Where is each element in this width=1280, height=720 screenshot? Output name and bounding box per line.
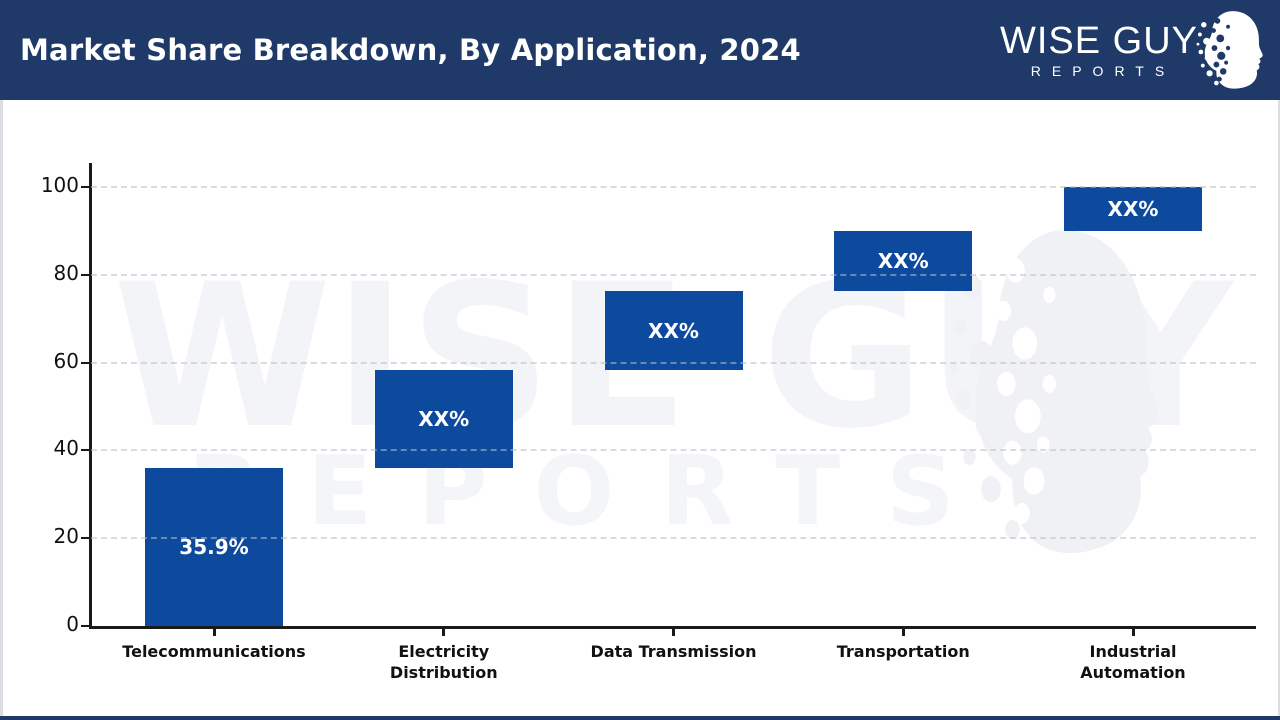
y-tick-label: 60 xyxy=(53,348,79,373)
brand-logo-text: WISE GUY REPORTS xyxy=(1000,22,1198,79)
gridline xyxy=(91,361,1256,364)
y-tick-label: 20 xyxy=(53,524,79,549)
y-tick xyxy=(81,625,90,627)
bar-value-label: XX% xyxy=(1107,196,1159,221)
category-label-line: Electricity xyxy=(398,642,490,661)
bar-value-label: XX% xyxy=(648,318,699,343)
category-label: Electricity Distribution xyxy=(334,641,554,683)
chart-canvas: WISE GUY REPORTS 35.9%Telecommunications… xyxy=(0,100,1280,716)
y-tick-label: 0 xyxy=(66,612,79,636)
x-axis-line xyxy=(89,626,1256,629)
bar-segment: 35.9% xyxy=(145,468,283,626)
bar-segment: XX% xyxy=(374,370,513,469)
y-tick-label: 80 xyxy=(53,260,79,285)
category-label-line: Transportation xyxy=(836,642,970,661)
y-tick-label: 40 xyxy=(53,436,79,461)
y-tick xyxy=(81,186,90,188)
bar-value-label: XX% xyxy=(418,407,470,432)
bar-segment: XX% xyxy=(604,291,743,371)
gridline xyxy=(91,186,1256,188)
gridline xyxy=(91,537,1256,540)
category-label: Telecommunications xyxy=(104,641,324,662)
category-label-line: Distribution xyxy=(389,663,498,682)
x-tick xyxy=(442,628,446,636)
category-label: Industrial Automation xyxy=(1023,641,1243,683)
category-label: Transportation xyxy=(793,641,1013,662)
category-label-line: Telecommunications xyxy=(122,642,306,661)
bar-value-label: XX% xyxy=(877,248,929,273)
category-label-line: Automation xyxy=(1080,663,1186,682)
wiseguy-head-icon xyxy=(1196,11,1263,89)
brand-name: WISE GUY xyxy=(999,19,1198,62)
bar-segment: XX% xyxy=(1064,187,1202,231)
y-tick xyxy=(81,273,90,276)
y-tick xyxy=(81,449,90,452)
plot-area: 35.9% Telecommunications XX% Electricity Dis… xyxy=(3,100,1278,716)
watermark-head-icon xyxy=(949,230,1159,554)
bar-value-label: 35.9% xyxy=(179,535,249,560)
y-tick xyxy=(81,537,90,540)
page-title: Market Share Breakdown, By Application, … xyxy=(20,33,801,67)
bar-segment: XX% xyxy=(834,230,973,292)
x-tick xyxy=(901,628,905,636)
watermark-text-secondary: REPORTS xyxy=(188,437,1001,547)
category-label: Data Transmission xyxy=(564,641,784,662)
x-tick xyxy=(672,628,675,636)
brand-subname: REPORTS xyxy=(1030,62,1176,79)
brand-logo: WISE GUY REPORTS xyxy=(1000,9,1264,91)
footer-accent-bar xyxy=(0,716,1280,720)
x-tick xyxy=(1131,628,1135,636)
category-label-line: Industrial xyxy=(1089,642,1177,661)
y-tick xyxy=(81,361,90,364)
x-tick xyxy=(212,628,216,636)
header-bar: Market Share Breakdown, By Application, … xyxy=(0,0,1280,100)
y-tick-label: 100 xyxy=(40,173,79,197)
category-label-line: Data Transmission xyxy=(590,642,757,661)
y-axis-line xyxy=(89,163,92,628)
gridline xyxy=(91,273,1256,276)
gridline xyxy=(91,449,1256,452)
